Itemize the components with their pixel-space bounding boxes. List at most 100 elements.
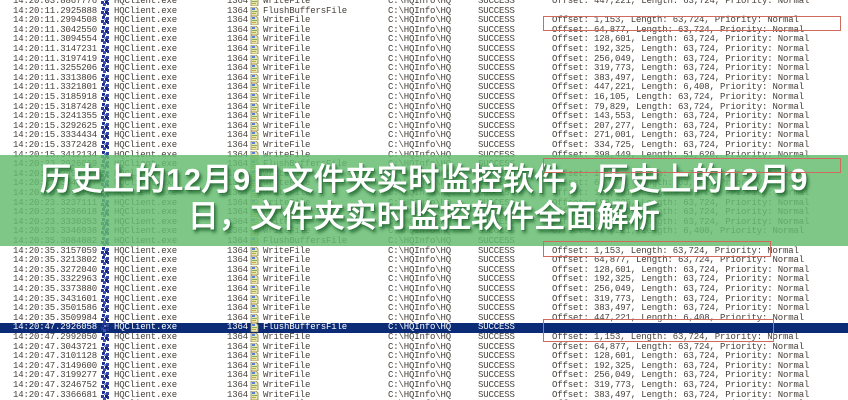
result-status: SUCCESS <box>478 255 515 266</box>
event-time: 14:20:35.3272040 <box>13 264 98 275</box>
write-file-icon <box>250 246 259 257</box>
table-row[interactable]: 14:20:11.2925888 HQClient.exe 1364 Flush… <box>0 5 848 17</box>
result-status: SUCCESS <box>478 24 515 35</box>
table-row[interactable]: 14:20:47.2926058 HQClient.exe 1364 Flush… <box>0 323 848 333</box>
process-icon <box>101 131 110 141</box>
table-row[interactable]: 14:20:11.3147231 HQClient.exe 1364 Write… <box>0 44 848 55</box>
result-status: SUCCESS <box>478 111 515 122</box>
process-pid: 1364 <box>226 72 248 83</box>
table-row[interactable]: 14:20:35.3322963 HQClient.exe 1364 Write… <box>0 275 848 285</box>
table-row[interactable]: 14:20:15.3185918 HQClient.exe 1364 Write… <box>0 92 848 103</box>
table-row[interactable]: 14:20:11.3321801 HQClient.exe 1364 Write… <box>0 83 848 93</box>
result-status: SUCCESS <box>478 63 515 74</box>
result-status: SUCCESS <box>478 34 515 45</box>
table-row[interactable]: 14:20:11.3094554 HQClient.exe 1364 Write… <box>0 35 848 45</box>
file-path: C:\HQInfo\HQ <box>388 82 452 93</box>
process-pid: 1364 <box>226 274 248 285</box>
write-file-icon <box>250 83 259 93</box>
table-row[interactable]: 14:20:15.3372428 HQClient.exe 1364 Write… <box>0 140 848 151</box>
result-status: SUCCESS <box>478 92 515 102</box>
table-row[interactable]: 14:20:47.3149600 HQClient.exe 1364 Write… <box>0 360 848 372</box>
table-row[interactable]: 14:20:15.3241355 HQClient.exe 1364 Write… <box>0 112 848 122</box>
operation-name: WriteFile <box>263 303 311 314</box>
overlay-title-line2: 日，文件夹实时监控软件全面解析 <box>187 199 661 234</box>
file-path: C:\HQInfo\HQ <box>388 303 452 314</box>
table-row[interactable]: 14:20:47.3043721 HQClient.exe 1364 Write… <box>0 341 848 353</box>
table-row[interactable]: 14:20:15.3334434 HQClient.exe 1364 Write… <box>0 131 848 141</box>
table-row[interactable]: 14:20:47.3366681 HQClient.exe 1364 Write… <box>0 390 848 400</box>
table-row[interactable]: 14:20:15.3292625 HQClient.exe 1364 Write… <box>0 120 848 132</box>
table-row[interactable]: 14:20:11.2994508 HQClient.exe 1364 Write… <box>0 16 848 26</box>
table-row[interactable]: 14:20:11.3313806 HQClient.exe 1364 Write… <box>0 72 848 84</box>
file-path: C:\HQInfo\HQ <box>388 34 452 45</box>
event-time: 14:20:35.3322963 <box>13 274 98 285</box>
process-pid: 1364 <box>226 140 248 150</box>
operation-name: WriteFile <box>263 44 311 54</box>
write-file-icon <box>250 381 259 391</box>
process-name: HQClient.exe <box>114 293 178 304</box>
table-row[interactable]: 14:20:35.3213802 HQClient.exe 1364 Write… <box>0 256 848 266</box>
operation-name: WriteFile <box>263 245 311 256</box>
table-row[interactable]: 14:20:35.3431601 HQClient.exe 1364 Write… <box>0 293 848 305</box>
table-row[interactable]: 14:20:15.3187428 HQClient.exe 1364 Write… <box>0 101 848 113</box>
process-pid: 1364 <box>226 245 248 256</box>
process-pid: 1364 <box>226 370 248 381</box>
operation-name: WriteFile <box>263 15 311 26</box>
file-path: C:\HQInfo\HQ <box>388 332 452 342</box>
detail-text: Offset: 1,153, Length: 63,724, Priority:… <box>552 332 799 342</box>
process-icon <box>101 275 110 285</box>
process-pid: 1364 <box>226 120 248 131</box>
process-pid: 1364 <box>226 101 248 112</box>
title-overlay-band: 历史上的12月9日文件夹实时监控软件，历史上的12月9 日，文件夹实时监控软件全… <box>0 155 848 246</box>
table-row[interactable]: 14:20:11.3197419 HQClient.exe 1364 Write… <box>0 53 848 65</box>
detail-text: Offset: 192,325, Length: 63,724, Priorit… <box>552 360 810 371</box>
write-file-icon <box>250 0 259 7</box>
table-row[interactable]: 14:20:35.3157059 HQClient.exe 1364 Write… <box>0 245 848 257</box>
process-pid: 1364 <box>226 53 248 64</box>
process-name: HQClient.exe <box>114 101 178 112</box>
event-time: 14:20:15.3241355 <box>13 111 98 122</box>
file-path: C:\HQInfo\HQ <box>388 0 452 6</box>
process-pid: 1364 <box>226 5 248 16</box>
file-path: C:\HQInfo\HQ <box>388 5 452 16</box>
table-row[interactable]: 14:20:47.3199277 HQClient.exe 1364 Write… <box>0 371 848 381</box>
table-row[interactable]: 14:20:35.3272040 HQClient.exe 1364 Write… <box>0 264 848 276</box>
process-icon <box>101 381 110 391</box>
detail-text: Offset: 383,497, Length: 63,724, Priorit… <box>552 72 810 83</box>
process-pid: 1364 <box>226 312 248 323</box>
table-row[interactable]: 14:20:35.3509984 HQClient.exe 1364 Write… <box>0 312 848 324</box>
table-row[interactable]: 14:20:47.3101128 HQClient.exe 1364 Write… <box>0 352 848 362</box>
process-pid: 1364 <box>226 284 248 294</box>
table-row[interactable]: 14:20:11.3255206 HQClient.exe 1364 Write… <box>0 64 848 74</box>
event-time: 14:20:15.3372428 <box>13 140 98 150</box>
operation-name: WriteFile <box>263 341 311 352</box>
process-name: HQClient.exe <box>114 351 178 362</box>
operation-name: WriteFile <box>263 380 311 390</box>
table-row[interactable]: 14:20:03.8867776 HQClient.exe 1364 Write… <box>0 0 848 7</box>
detail-text: Offset: 192,325, Length: 63,724, Priorit… <box>552 274 810 285</box>
process-name: HQClient.exe <box>114 120 178 131</box>
file-path: C:\HQInfo\HQ <box>388 380 452 390</box>
operation-name: WriteFile <box>263 293 311 304</box>
process-pid: 1364 <box>226 34 248 45</box>
detail-text: Offset: 143,553, Length: 63,724, Priorit… <box>552 111 810 122</box>
process-name: HQClient.exe <box>114 0 178 6</box>
process-name: HQClient.exe <box>114 150 196 161</box>
operation-name: WriteFile <box>263 274 311 285</box>
result-status: SUCCESS <box>478 53 515 64</box>
process-pid: 1364 <box>226 322 248 333</box>
table-row[interactable]: 14:20:35.3501586 HQClient.exe 1364 Write… <box>0 304 848 314</box>
write-file-icon <box>250 304 259 314</box>
annotation-box <box>543 157 841 173</box>
process-icon <box>101 93 110 103</box>
process-pid: 1364 <box>226 111 248 122</box>
table-row[interactable]: 14:20:35.3373880 HQClient.exe 1364 Write… <box>0 284 848 295</box>
process-icon <box>101 54 110 65</box>
result-status: SUCCESS <box>478 120 515 131</box>
result-status: SUCCESS <box>478 303 515 314</box>
detail-text: Offset: 192,325, Length: 63,724, Priorit… <box>552 44 810 54</box>
file-path: C:\HQInfo\HQ <box>388 341 452 352</box>
table-row[interactable]: 14:20:47.3246752 HQClient.exe 1364 Write… <box>0 380 848 391</box>
table-row[interactable]: 14:20:47.2992050 HQClient.exe 1364 Write… <box>0 332 848 343</box>
event-time: 14:20:47.3199277 <box>13 370 98 381</box>
